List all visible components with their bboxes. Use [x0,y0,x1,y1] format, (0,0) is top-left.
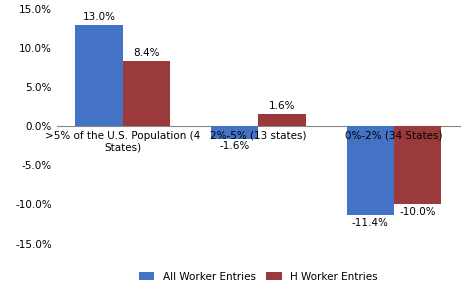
Bar [75,25,123,126]
Text: >5% of the U.S. Population (4
States): >5% of the U.S. Population (4 States) [45,131,201,153]
Text: 1.6%: 1.6% [269,101,295,111]
Text: -1.6%: -1.6% [219,141,250,151]
Text: -10.0%: -10.0% [400,207,436,217]
Text: 8.4%: 8.4% [133,48,160,58]
Bar [394,126,441,204]
Bar [211,126,258,139]
Bar [258,114,306,126]
Legend: All Worker Entries, H Worker Entries: All Worker Entries, H Worker Entries [135,268,382,286]
Bar [346,126,394,215]
Bar [123,61,170,126]
Text: 13.0%: 13.0% [82,12,116,22]
Text: -11.4%: -11.4% [352,218,389,228]
Text: 0%-2% (34 States): 0%-2% (34 States) [345,131,443,141]
Text: 2%-5% (13 states): 2%-5% (13 states) [210,131,307,141]
